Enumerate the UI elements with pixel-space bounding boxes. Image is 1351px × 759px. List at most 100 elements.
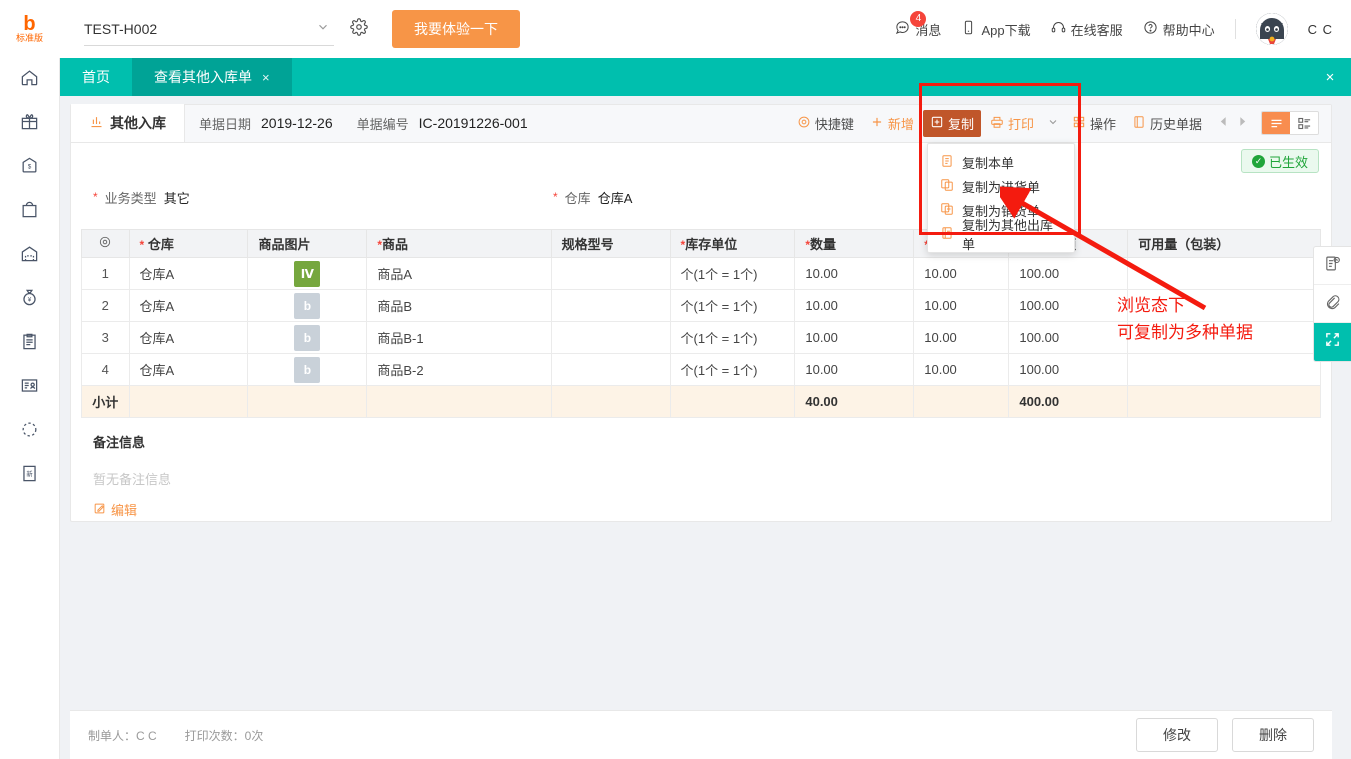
cell-product: 商品B-1 (366, 321, 552, 354)
close-icon[interactable]: × (262, 69, 270, 85)
cell-amount: 100.00 (1008, 257, 1129, 290)
copy-doc-icon (940, 154, 954, 171)
sidebar-item-report[interactable] (0, 322, 60, 366)
row-index: 2 (81, 289, 130, 322)
online-service-link[interactable]: 在线客服 (1051, 20, 1123, 39)
log-history-button[interactable] (1314, 247, 1351, 285)
cell-amount: 100.00 (1008, 321, 1129, 354)
cell-price: 10.00 (913, 353, 1010, 386)
cell-product-image[interactable]: b (247, 289, 368, 322)
table-row[interactable]: 3 仓库A b 商品B-1 个(1个 = 1个) 10.00 10.00 100… (81, 321, 1321, 354)
cell-spec (550, 321, 671, 354)
cell-warehouse: 仓库A (128, 257, 249, 290)
column-header-warehouse[interactable]: * 仓库 (128, 229, 249, 258)
cell-available (1127, 289, 1321, 322)
history-docs-button[interactable]: 历史单据 (1125, 110, 1209, 137)
chevron-left-icon[interactable] (1217, 115, 1230, 131)
chevron-right-icon[interactable] (1236, 115, 1249, 131)
cell-product: 商品B (366, 289, 552, 322)
remark-empty-text: 暂无备注信息 (93, 472, 172, 487)
sidebar-item-new[interactable]: 新 (0, 454, 60, 498)
operations-button[interactable]: 操作 (1065, 110, 1123, 137)
copy-icon (930, 115, 944, 132)
tab-home[interactable]: 首页 (60, 58, 132, 96)
sidebar-item-fund[interactable]: ¥ (0, 278, 60, 322)
column-label: 商品图片 (258, 237, 311, 252)
top-header: TEST-H002 我要体验一下 消息 4 App下 (60, 0, 1351, 58)
tab-strip: 首页 查看其他入库单 × × (60, 58, 1351, 96)
close-all-tabs-button[interactable]: × (1309, 58, 1351, 96)
cell-available (1127, 353, 1321, 386)
items-table-wrapper: * 仓库 商品图片 *商品 规格型号 *库存单位 *数量 *成本单价 *成本金额… (71, 217, 1331, 418)
remark-edit-button[interactable]: 编辑 (93, 500, 137, 519)
cell-product-image[interactable]: b (247, 353, 368, 386)
tab-view-other-inbound[interactable]: 查看其他入库单 × (132, 58, 292, 96)
menu-item-copy-purchase[interactable]: 复制为进货单 (928, 174, 1074, 198)
footer-meta: 制单人：C C 打印次数：0次 (88, 727, 263, 744)
avatar[interactable] (1255, 13, 1288, 45)
table-row[interactable]: 1 仓库A Ⅳ 商品A 个(1个 = 1个) 10.00 10.00 100.0… (81, 257, 1321, 290)
grid-view-icon[interactable] (1290, 112, 1318, 134)
column-header-product-image[interactable]: 商品图片 (247, 229, 368, 258)
column-label: 规格型号 (561, 237, 614, 252)
cell-product-image[interactable]: b (247, 321, 368, 354)
sidebar-item-warehouse[interactable] (0, 234, 60, 278)
app-download-link[interactable]: App下载 (961, 20, 1031, 39)
attachment-button[interactable] (1314, 285, 1351, 323)
sidebar-item-gift[interactable] (0, 102, 60, 146)
menu-item-copy-outbound[interactable]: 复制为其他出库单 (928, 218, 1074, 252)
remark-edit-label: 编辑 (111, 503, 138, 518)
sidebar-item-shop[interactable]: $ (0, 146, 60, 190)
copy-label: 复制 (947, 116, 974, 132)
sidebar-item-workflow[interactable] (0, 410, 60, 454)
grid-dots-icon (1072, 115, 1086, 132)
fullscreen-button[interactable] (1314, 323, 1351, 361)
sidebar-item-contacts[interactable] (0, 366, 60, 410)
menu-item-copy-doc[interactable]: 复制本单 (928, 150, 1074, 174)
remark-section: 备注信息 暂无备注信息 编辑 (71, 418, 1331, 519)
print-dropdown-toggle[interactable] (1043, 116, 1063, 131)
shop-money-icon: $ (20, 156, 39, 180)
copy-button[interactable]: 复制 (922, 109, 981, 137)
column-header-product[interactable]: *商品 (366, 229, 552, 258)
field-business-type[interactable]: * 业务类型 其它 (93, 188, 553, 207)
table-row[interactable]: 2 仓库A b 商品B 个(1个 = 1个) 10.00 10.00 100.0… (81, 289, 1321, 322)
doc-no-label: 单据编号 (356, 116, 409, 132)
table-row[interactable]: 4 仓库A b 商品B-2 个(1个 = 1个) 10.00 10.00 100… (81, 353, 1321, 386)
status-row: ✓ 已生效 (71, 143, 1331, 177)
sidebar-item-purchase[interactable] (0, 190, 60, 234)
add-button[interactable]: 新增 (863, 110, 921, 137)
org-selector[interactable]: TEST-H002 (84, 12, 334, 46)
settings-button[interactable] (348, 17, 370, 40)
copy-dropdown-menu: 复制本单 复制为进货单 复制为销货单 (927, 143, 1075, 253)
help-center-link[interactable]: 帮助中心 (1143, 20, 1215, 39)
field-warehouse[interactable]: * 仓库 仓库A (553, 188, 632, 207)
sidebar-item-home[interactable] (0, 58, 60, 102)
brand-logo[interactable]: b 标准版 (0, 0, 60, 58)
shortcut-button[interactable]: 快捷键 (790, 110, 861, 137)
column-header-qty[interactable]: *数量 (794, 229, 915, 258)
column-header-spec[interactable]: 规格型号 (550, 229, 671, 258)
column-header-unit[interactable]: *库存单位 (669, 229, 796, 258)
view-mode-toggle (1261, 111, 1319, 135)
product-thumbnail: b (294, 324, 321, 351)
clipboard-icon (20, 332, 39, 356)
try-experience-button[interactable]: 我要体验一下 (392, 10, 520, 48)
cell-unit: 个(1个 = 1个) (669, 321, 796, 354)
column-settings-button[interactable] (81, 229, 130, 258)
cell-product-image[interactable]: Ⅳ (247, 257, 368, 290)
cell-qty: 10.00 (794, 353, 915, 386)
copy-outbound-icon (940, 226, 954, 243)
print-button[interactable]: 打印 (983, 110, 1041, 137)
messages-link[interactable]: 消息 4 (895, 10, 941, 39)
cell-warehouse: 仓库A (128, 321, 249, 354)
list-view-icon[interactable] (1262, 112, 1290, 134)
column-header-available[interactable]: 可用量（包装） (1127, 229, 1321, 258)
operations-label: 操作 (1089, 116, 1116, 132)
copy-sales-icon (940, 202, 954, 219)
product-thumbnail: Ⅳ (294, 260, 321, 287)
cell-warehouse: 仓库A (128, 289, 249, 322)
delete-button[interactable]: 删除 (1232, 718, 1314, 752)
remark-title: 备注信息 (93, 435, 146, 450)
modify-button[interactable]: 修改 (1136, 718, 1218, 752)
